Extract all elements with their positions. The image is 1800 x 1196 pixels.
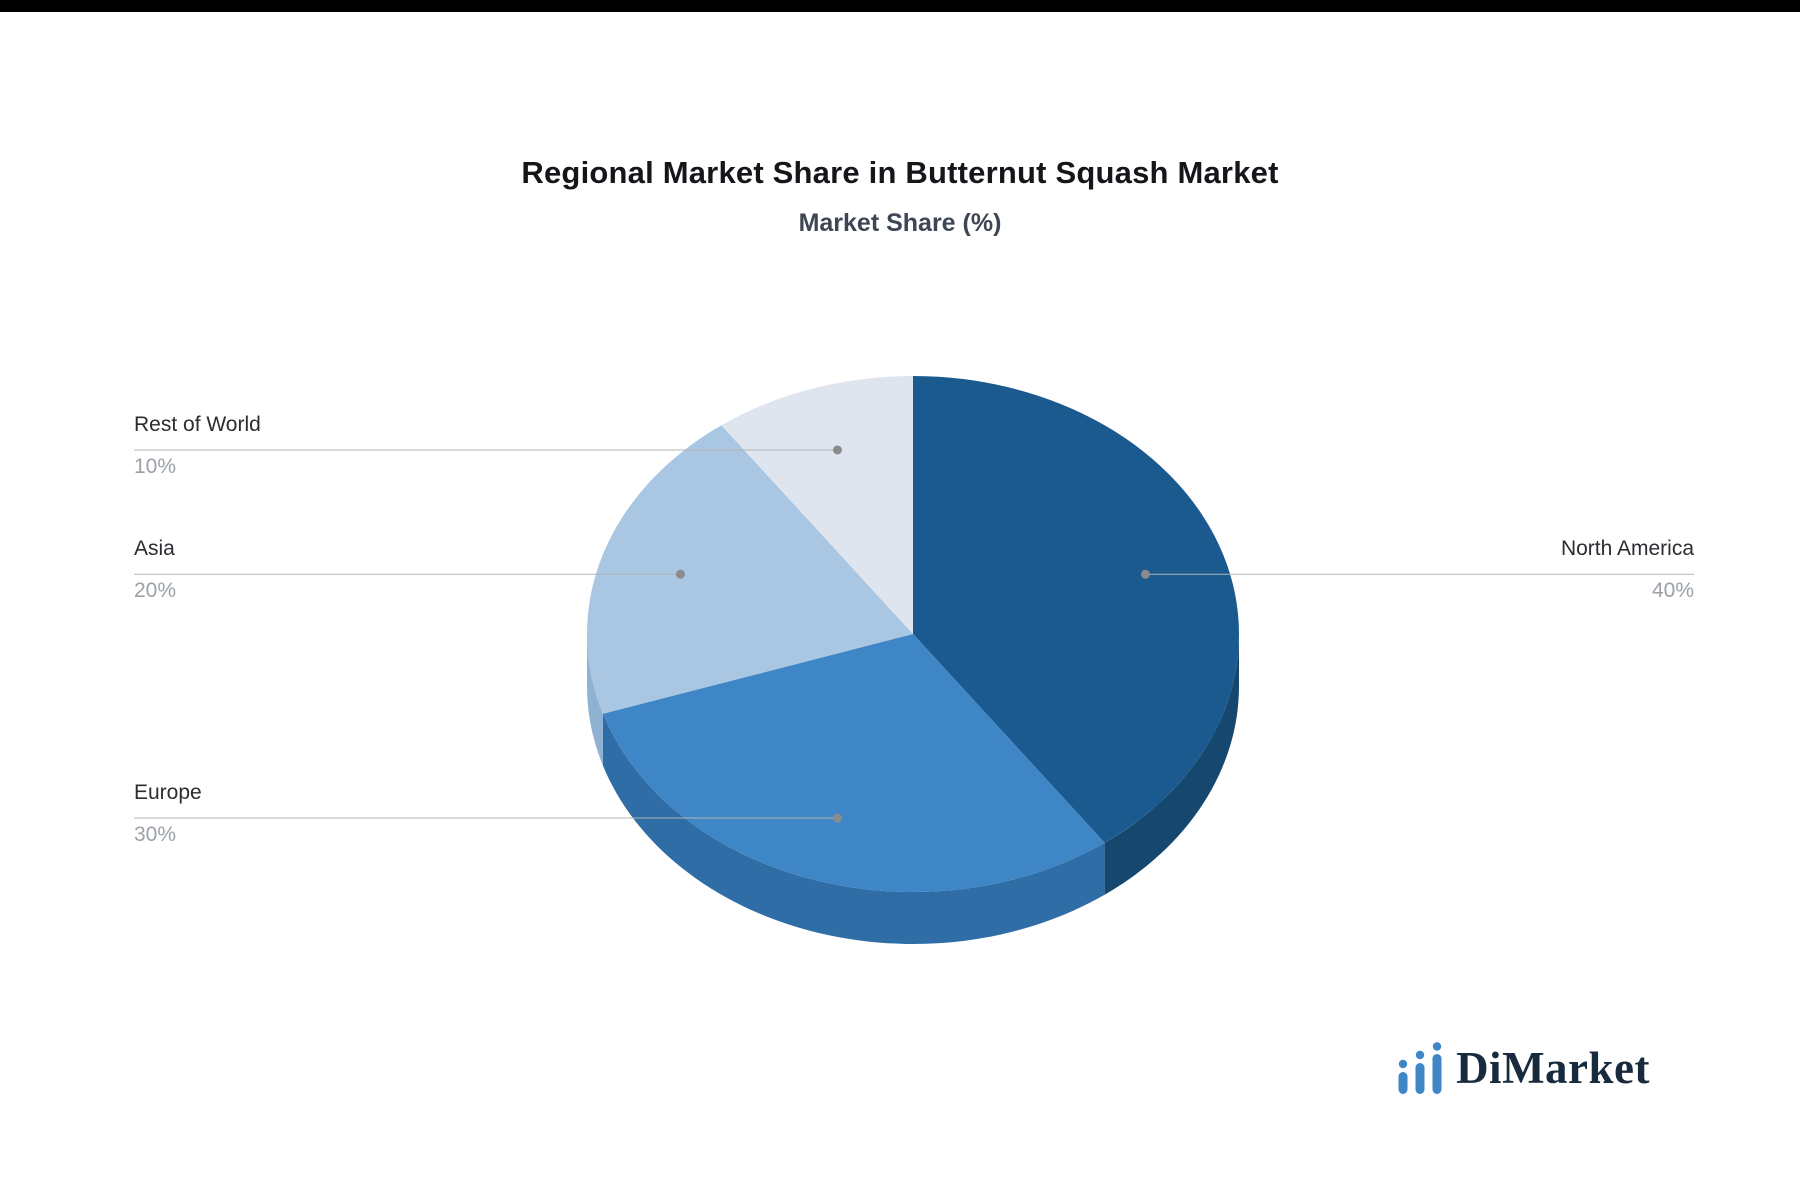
window-top-bar [0,0,1800,12]
brand-name: DiMarket [1456,1043,1650,1093]
slice-asia [586,425,913,714]
slice-side-europe [602,713,1105,944]
chart-subtitle: Market Share (%) [798,208,1002,237]
callout-europe: Europe 30% [134,779,202,849]
leader-dot-north-america [1141,569,1151,579]
callout-label-rest-of-world: Rest of World [134,412,261,436]
callout-label-europe: Europe [134,781,202,805]
callout-value-europe: 30% [134,823,177,847]
callout-rest-of-world: Rest of World 10% [134,411,261,481]
callout-asia: Asia 20% [134,535,176,605]
bar-chart-icon [1398,1042,1442,1094]
callout-value-asia: 20% [134,579,177,603]
brand-logo: DiMarket [1397,1042,1650,1094]
leader-dot-rest-of-world [832,445,842,455]
slice-rest-of-world [721,376,913,634]
leader-dot-europe [832,813,842,823]
slice-side-asia [587,634,603,766]
page-title: Regional Market Share in Butternut Squas… [521,154,1279,190]
slice-north-america [913,376,1239,843]
callout-north-america: North America 40% [1561,535,1694,605]
callout-value-rest-of-world: 10% [134,454,177,478]
slice-side-north-america [1104,634,1239,895]
slice-europe [602,634,1105,893]
callout-label-asia: Asia [134,537,175,561]
callout-value-north-america: 40% [1651,579,1694,603]
leader-dot-asia [675,569,685,579]
callout-label-north-america: North America [1560,537,1694,561]
